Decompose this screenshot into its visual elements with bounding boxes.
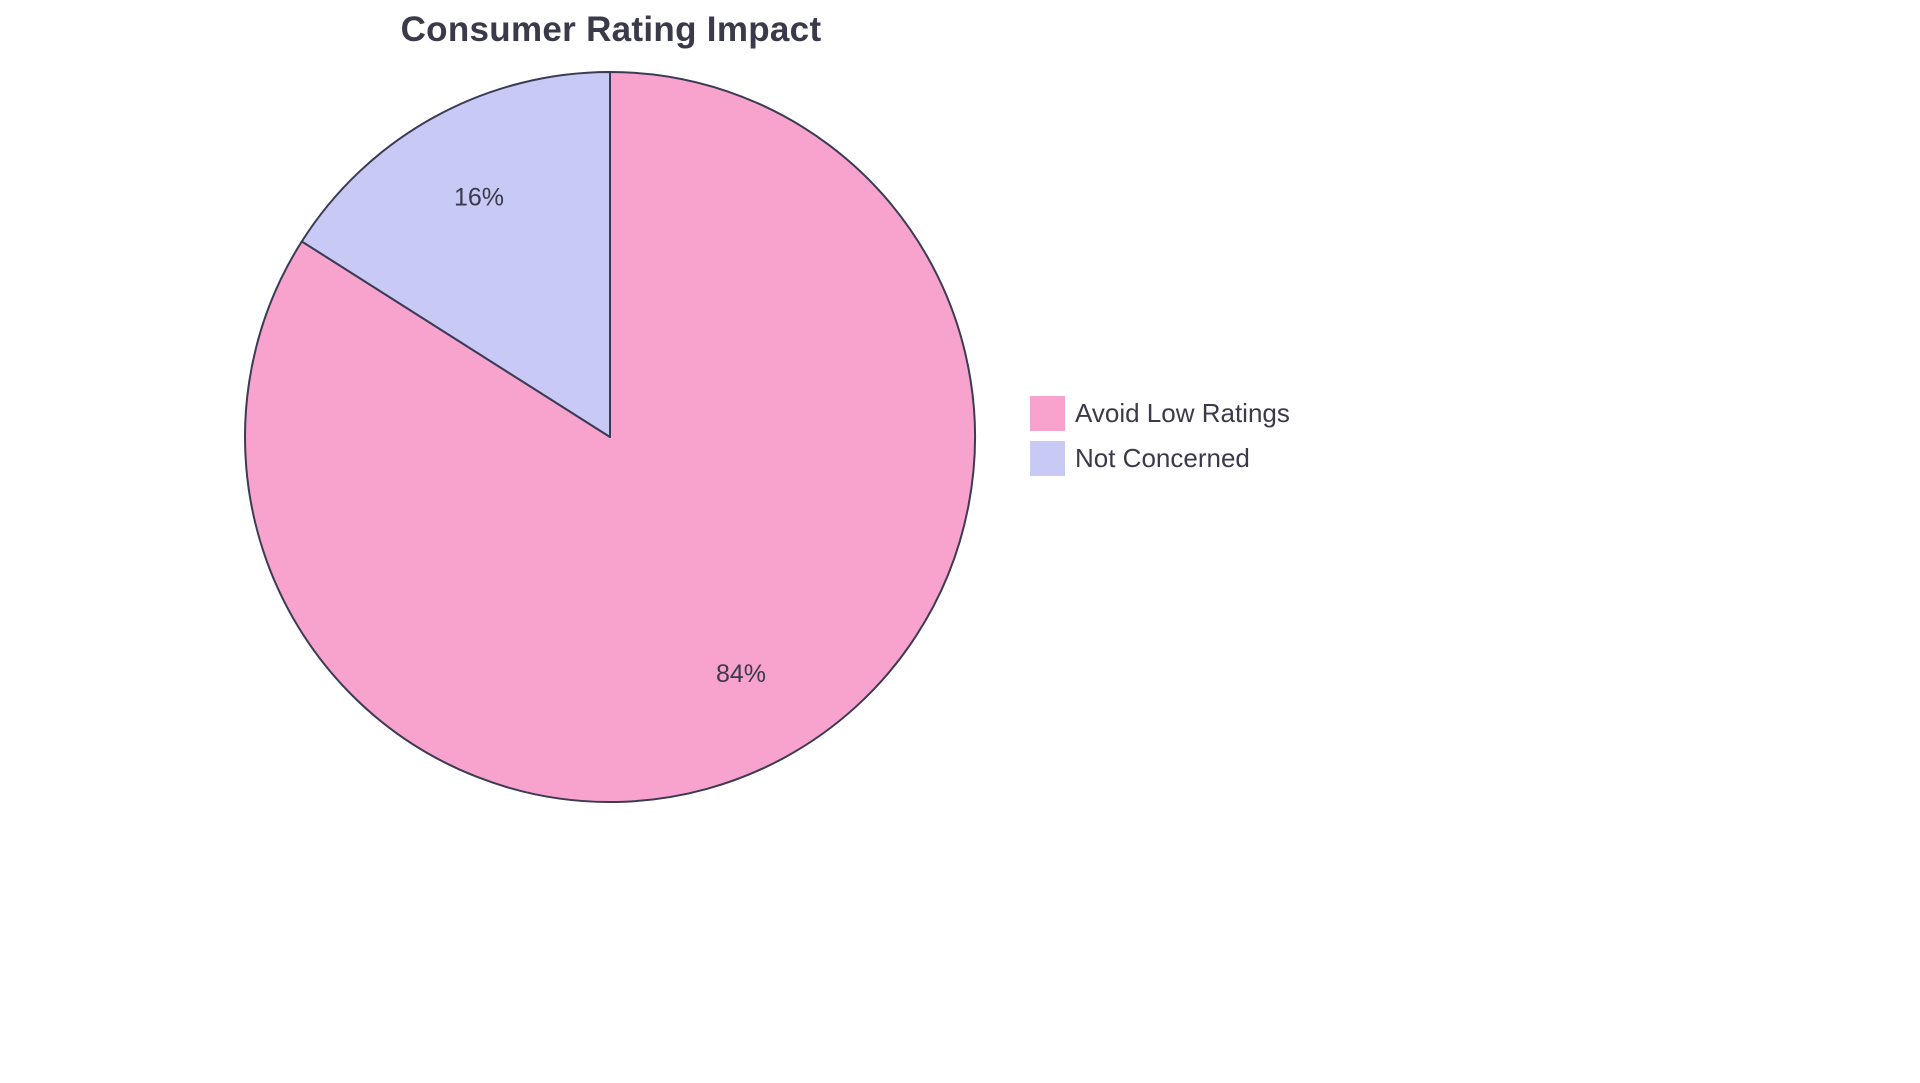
legend-item-0[interactable]: Avoid Low Ratings: [1030, 396, 1290, 431]
legend-swatch-0: [1030, 396, 1065, 431]
legend-label-0: Avoid Low Ratings: [1075, 398, 1290, 428]
slice-percentage-label-1: 16%: [454, 183, 504, 211]
legend-swatch-1: [1030, 441, 1065, 476]
slice-percentage-label-0: 84%: [716, 660, 766, 688]
legend-label-1: Not Concerned: [1075, 443, 1250, 473]
pie-slice-0[interactable]: [243, 71, 976, 803]
legend-item-1[interactable]: Not Concerned: [1030, 441, 1290, 476]
legend: Avoid Low Ratings Not Concerned: [1030, 396, 1290, 476]
chart-title: Consumer Rating Impact: [400, 10, 822, 49]
pie-slice-1[interactable]: [300, 71, 611, 438]
